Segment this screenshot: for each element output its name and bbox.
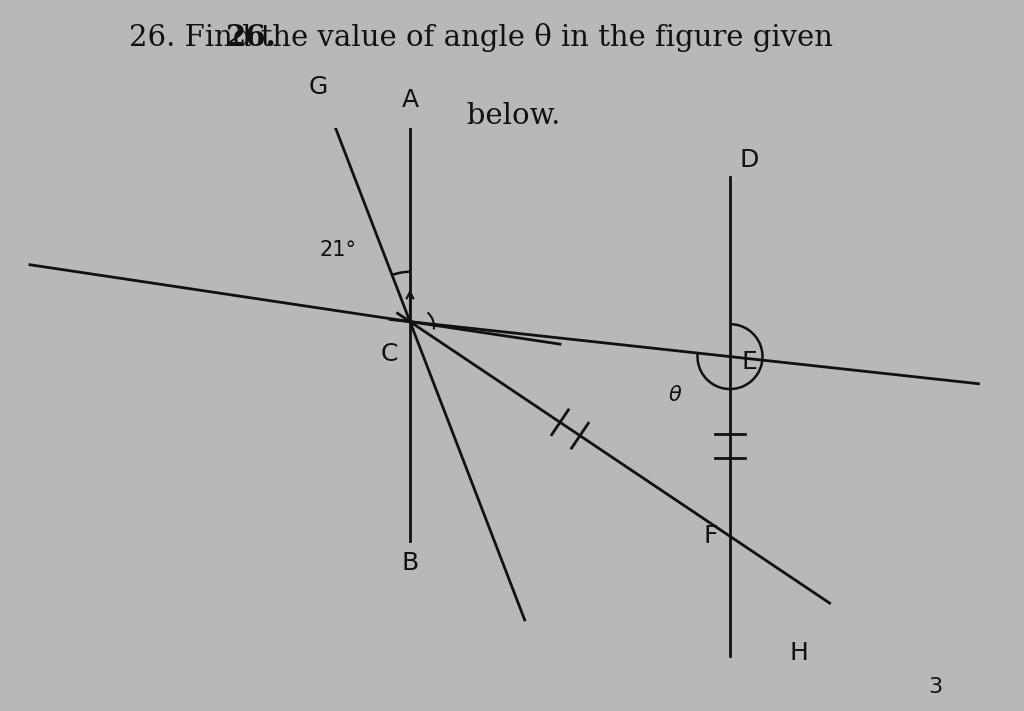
Text: H: H	[790, 641, 809, 665]
Text: E: E	[742, 350, 758, 373]
Text: 26. Find the value of angle θ in the figure given: 26. Find the value of angle θ in the fig…	[129, 23, 834, 53]
Text: G: G	[308, 75, 328, 100]
Text: 21°: 21°	[319, 240, 356, 260]
Text: F: F	[703, 524, 718, 548]
Text: 3: 3	[928, 677, 942, 697]
Text: D: D	[740, 148, 760, 172]
Text: below.: below.	[402, 102, 560, 129]
Text: A: A	[401, 88, 419, 112]
Text: B: B	[401, 551, 419, 575]
Text: C: C	[381, 341, 398, 365]
Text: θ: θ	[669, 385, 681, 405]
Text: 26.: 26.	[225, 23, 276, 53]
